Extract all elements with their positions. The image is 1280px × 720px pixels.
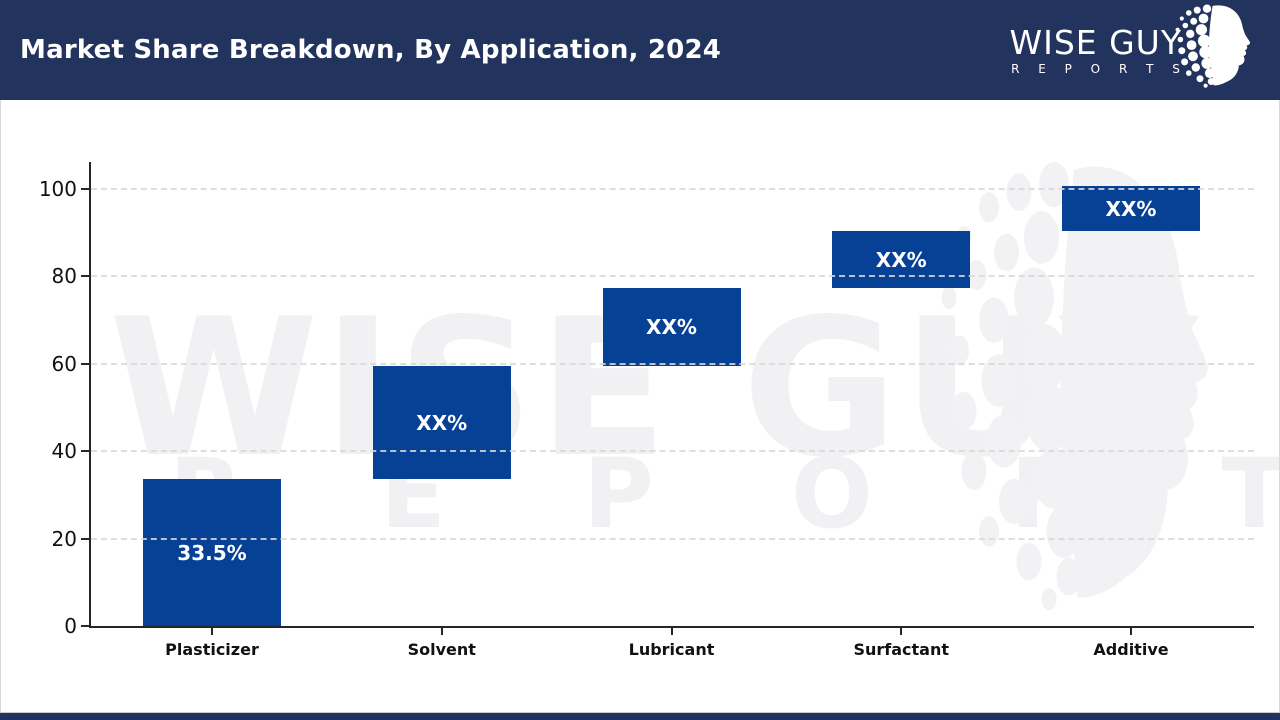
y-tick-label-100: 100 xyxy=(38,176,77,201)
y-tick-mark-100 xyxy=(81,187,89,190)
bar-value-label-additive: XX% xyxy=(1105,196,1157,221)
x-category-label-lubricant: Lubricant xyxy=(628,640,715,659)
watermark-face-icon xyxy=(929,162,1229,652)
bar-solvent: XX% xyxy=(372,365,511,480)
bar-value-label-plasticizer: 33.5% xyxy=(177,540,247,565)
gridline-80 xyxy=(91,275,1254,277)
wise-guy-reports-logo: WISE GUY R E P O R T S xyxy=(1009,4,1256,96)
y-tick-mark-60 xyxy=(81,362,89,365)
y-tick-label-80: 80 xyxy=(51,264,77,288)
y-tick-label-60: 60 xyxy=(51,351,77,376)
x-tick-mark-solvent xyxy=(440,628,443,635)
y-tick-label-40: 40 xyxy=(51,439,77,463)
x-category-label-surfactant: Surfactant xyxy=(853,640,950,659)
gridline-60 xyxy=(91,362,1254,365)
y-tick-mark-80 xyxy=(81,275,89,277)
y-tick-label-20: 20 xyxy=(51,526,77,551)
y-tick-label-0: 0 xyxy=(64,614,77,638)
bar-value-label-surfactant: XX% xyxy=(875,247,927,272)
y-axis-spine xyxy=(89,162,91,628)
bar-additive: XX% xyxy=(1062,186,1200,232)
header-bar: Market Share Breakdown, By Application, … xyxy=(0,0,1280,100)
x-category-label-additive: Additive xyxy=(1093,640,1169,659)
y-tick-mark-0 xyxy=(81,625,89,627)
bar-value-label-lubricant: XX% xyxy=(646,314,697,339)
x-tick-mark-surfactant xyxy=(900,628,903,635)
chart-plot-area: WISE GUY R E P O R T S 02040608010033.5%… xyxy=(0,100,1280,713)
dotted-face-logo-icon xyxy=(1172,4,1256,96)
x-category-label-plasticizer: Plasticizer xyxy=(165,640,259,659)
y-tick-mark-20 xyxy=(81,537,89,540)
bar-value-label-solvent: XX% xyxy=(416,410,468,435)
logo-wordmark-line2: R E P O R T S xyxy=(1011,61,1188,76)
x-tick-mark-additive xyxy=(1130,628,1132,635)
bar-lubricant: XX% xyxy=(602,287,741,366)
bar-plasticizer: 33.5% xyxy=(143,479,281,626)
gridline-40 xyxy=(91,450,1254,452)
x-axis-spine xyxy=(89,626,1254,628)
bar-surfactant: XX% xyxy=(832,231,971,288)
x-tick-mark-lubricant xyxy=(670,628,673,635)
y-tick-mark-40 xyxy=(81,450,89,452)
gridline-100 xyxy=(91,187,1254,190)
chart-title: Market Share Breakdown, By Application, … xyxy=(20,35,722,65)
x-category-label-solvent: Solvent xyxy=(407,640,476,659)
logo-wordmark: WISE GUY R E P O R T S xyxy=(1009,26,1182,75)
gridline-20 xyxy=(91,537,1254,540)
x-tick-mark-plasticizer xyxy=(211,628,213,635)
footer-bar xyxy=(0,713,1280,720)
logo-wordmark-line1: WISE GUY xyxy=(1009,22,1182,62)
